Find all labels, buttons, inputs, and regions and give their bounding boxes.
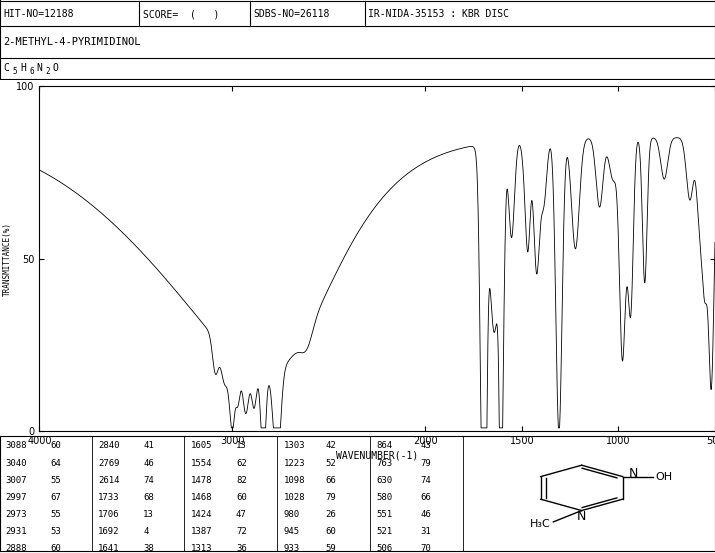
Text: 3088: 3088	[5, 441, 26, 451]
Text: SDBS-NO=26118: SDBS-NO=26118	[254, 9, 330, 19]
Text: 13: 13	[143, 510, 154, 519]
Text: 3007: 3007	[5, 476, 26, 484]
Text: O: O	[53, 63, 59, 73]
Text: 1387: 1387	[191, 526, 212, 536]
Text: 980: 980	[284, 510, 300, 519]
Text: 1554: 1554	[191, 458, 212, 467]
Text: 2840: 2840	[98, 441, 119, 451]
Text: 580: 580	[377, 493, 393, 502]
Text: 2931: 2931	[5, 526, 26, 536]
Text: 1313: 1313	[191, 544, 212, 553]
Text: SCORE=  (   ): SCORE= ( )	[143, 9, 220, 19]
Text: 551: 551	[377, 510, 393, 519]
Text: 53: 53	[50, 526, 61, 536]
Text: 933: 933	[284, 544, 300, 553]
Text: 506: 506	[377, 544, 393, 553]
Text: 42: 42	[325, 441, 336, 451]
Text: 67: 67	[50, 493, 61, 502]
Text: 4: 4	[143, 526, 149, 536]
Text: C: C	[4, 63, 9, 73]
Text: 55: 55	[50, 476, 61, 484]
Text: 2997: 2997	[5, 493, 26, 502]
Text: IR-NIDA-35153 : KBR DISC: IR-NIDA-35153 : KBR DISC	[368, 9, 509, 19]
Text: 43: 43	[420, 441, 431, 451]
Text: HIT-NO=12188: HIT-NO=12188	[4, 9, 74, 19]
Y-axis label: TRANSMITTANCE(%): TRANSMITTANCE(%)	[4, 222, 12, 295]
Text: 1641: 1641	[98, 544, 119, 553]
Text: 2888: 2888	[5, 544, 26, 553]
Text: 66: 66	[420, 493, 431, 502]
Text: 630: 630	[377, 476, 393, 484]
Text: 60: 60	[50, 544, 61, 553]
Text: 1733: 1733	[98, 493, 119, 502]
Text: 64: 64	[50, 458, 61, 467]
Text: 79: 79	[420, 458, 431, 467]
Text: 60: 60	[325, 526, 336, 536]
Text: H₃C: H₃C	[531, 519, 551, 529]
Text: 38: 38	[143, 544, 154, 553]
Text: 2973: 2973	[5, 510, 26, 519]
Text: 62: 62	[236, 458, 247, 467]
Text: 521: 521	[377, 526, 393, 536]
Text: 1605: 1605	[191, 441, 212, 451]
Text: 26: 26	[325, 510, 336, 519]
Text: 1098: 1098	[284, 476, 305, 484]
Text: 1303: 1303	[284, 441, 305, 451]
Text: 74: 74	[420, 476, 431, 484]
Text: 60: 60	[50, 441, 61, 451]
Text: 945: 945	[284, 526, 300, 536]
Text: 5: 5	[13, 67, 17, 76]
Text: 36: 36	[236, 544, 247, 553]
Text: 1692: 1692	[98, 526, 119, 536]
Text: OH: OH	[656, 472, 673, 482]
Text: 13: 13	[236, 441, 247, 451]
Text: 72: 72	[236, 526, 247, 536]
Text: 1706: 1706	[98, 510, 119, 519]
Text: N: N	[36, 63, 42, 73]
Text: 68: 68	[143, 493, 154, 502]
Text: 31: 31	[420, 526, 431, 536]
Text: 66: 66	[325, 476, 336, 484]
Text: 46: 46	[143, 458, 154, 467]
Text: 6: 6	[29, 67, 34, 76]
Text: N: N	[629, 467, 638, 480]
Text: H: H	[20, 63, 26, 73]
Text: 864: 864	[377, 441, 393, 451]
Text: 47: 47	[236, 510, 247, 519]
Text: 763: 763	[377, 458, 393, 467]
X-axis label: WAVENUMBER(-1): WAVENUMBER(-1)	[336, 450, 418, 460]
Text: 1028: 1028	[284, 493, 305, 502]
Text: 2: 2	[46, 67, 50, 76]
Text: 1223: 1223	[284, 458, 305, 467]
Text: 82: 82	[236, 476, 247, 484]
Text: 46: 46	[420, 510, 431, 519]
Text: 2769: 2769	[98, 458, 119, 467]
Text: 52: 52	[325, 458, 336, 467]
Text: 70: 70	[420, 544, 431, 553]
Text: 1478: 1478	[191, 476, 212, 484]
Text: N: N	[577, 510, 586, 523]
Text: 55: 55	[50, 510, 61, 519]
Text: 60: 60	[236, 493, 247, 502]
Text: 79: 79	[325, 493, 336, 502]
Text: 3040: 3040	[5, 458, 26, 467]
Text: 2614: 2614	[98, 476, 119, 484]
Text: 59: 59	[325, 544, 336, 553]
Text: 1424: 1424	[191, 510, 212, 519]
Text: 41: 41	[143, 441, 154, 451]
Text: 74: 74	[143, 476, 154, 484]
Text: 1468: 1468	[191, 493, 212, 502]
Text: 2-METHYL-4-PYRIMIDINOL: 2-METHYL-4-PYRIMIDINOL	[4, 37, 141, 47]
